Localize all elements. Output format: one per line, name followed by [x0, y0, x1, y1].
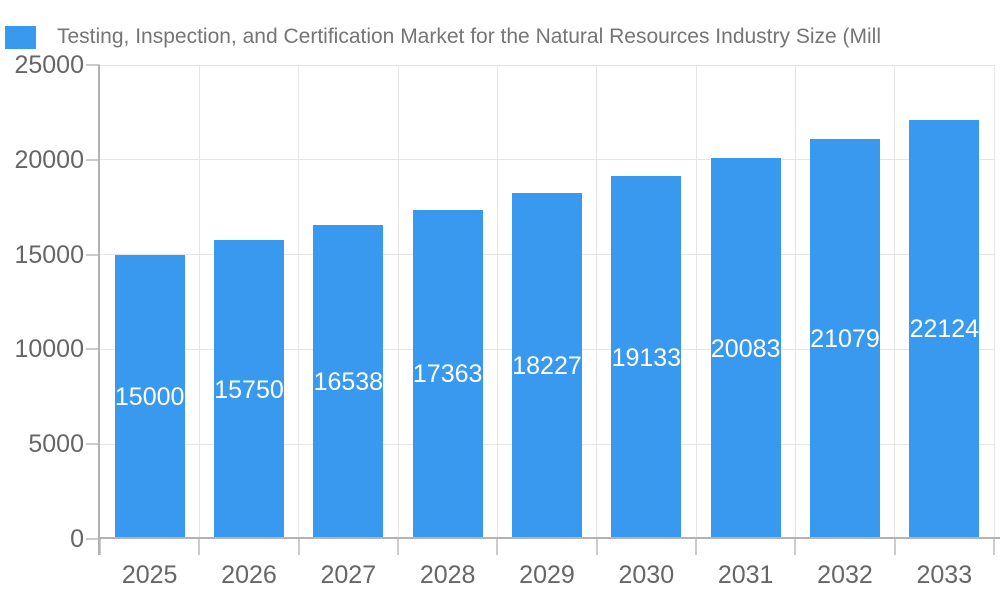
y-axis-label: 20000 [14, 145, 84, 174]
h-gridline [100, 159, 994, 161]
bar[interactable] [710, 158, 781, 539]
x-tick [695, 539, 697, 555]
v-gridline [794, 65, 796, 539]
v-gridline [695, 65, 697, 539]
bar-value-label: 16538 [313, 368, 384, 397]
legend-swatch [5, 26, 36, 49]
bar[interactable] [412, 209, 483, 539]
v-gridline [496, 65, 498, 539]
bar-value-label: 18227 [512, 352, 582, 381]
bar-value-label: 17363 [412, 360, 483, 389]
y-tick [86, 443, 100, 446]
y-axis-line [98, 65, 100, 555]
bar-value-label: 20083 [710, 334, 781, 363]
x-tick [496, 539, 499, 555]
y-axis-label: 10000 [14, 335, 84, 364]
bar[interactable] [611, 176, 682, 539]
bar-value-label: 22124 [909, 315, 980, 344]
v-gridline [993, 65, 995, 539]
y-axis-label: 0 [70, 525, 84, 553]
bar[interactable] [512, 193, 582, 539]
bar-value-label: 21079 [810, 325, 880, 354]
v-gridline [894, 65, 896, 539]
bar[interactable] [909, 119, 980, 539]
v-gridline [397, 65, 399, 539]
bar[interactable] [810, 139, 880, 539]
x-axis-label: 2029 [519, 561, 575, 589]
x-axis-label: 2027 [320, 561, 377, 589]
v-gridline [298, 65, 300, 539]
x-tick [397, 539, 399, 555]
bar[interactable] [214, 240, 284, 539]
y-axis-label: 5000 [28, 430, 84, 459]
x-tick [595, 539, 598, 555]
v-gridline [596, 65, 598, 539]
x-axis-label: 2033 [916, 561, 973, 589]
x-axis-label: 2028 [419, 561, 476, 589]
bar-value-label: 15750 [214, 375, 284, 404]
x-tick [794, 539, 797, 555]
x-axis-label: 2031 [717, 561, 774, 589]
y-tick [86, 253, 100, 256]
x-axis-line [98, 537, 1000, 539]
x-tick [297, 539, 300, 555]
bar-value-label: 19133 [611, 343, 682, 372]
bar[interactable] [114, 254, 185, 539]
x-tick [893, 539, 896, 555]
x-axis-label: 2030 [618, 561, 675, 589]
y-tick [86, 348, 100, 351]
x-tick [993, 539, 995, 555]
y-tick [86, 158, 100, 161]
x-tick [198, 539, 201, 555]
x-axis-label: 2032 [817, 561, 873, 589]
x-axis-label: 2025 [121, 561, 178, 589]
y-tick [86, 64, 100, 66]
x-tick [99, 539, 101, 555]
x-axis-label: 2026 [221, 561, 277, 589]
chart-title: Testing, Inspection, and Certification M… [57, 25, 882, 48]
y-axis-label: 25000 [14, 51, 84, 79]
h-gridline [100, 64, 994, 66]
bar[interactable] [313, 225, 384, 539]
bar-value-label: 15000 [114, 382, 185, 411]
y-axis-label: 15000 [14, 240, 84, 269]
v-gridline [198, 65, 200, 539]
y-tick [86, 538, 100, 540]
